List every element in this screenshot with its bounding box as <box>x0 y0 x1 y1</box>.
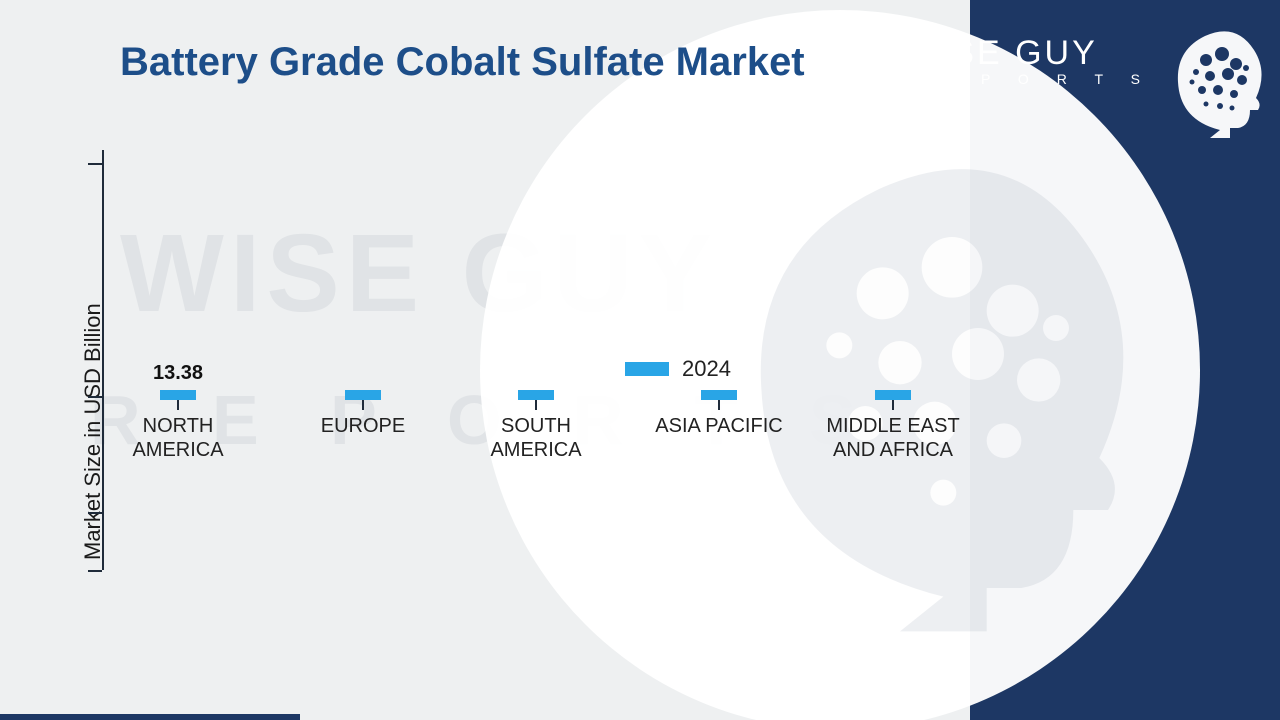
bottom-accent-strip <box>0 714 300 720</box>
bar <box>875 390 911 400</box>
chart-title: Battery Grade Cobalt Sulfate Market <box>120 40 805 85</box>
x-axis-tick <box>892 400 894 410</box>
bar <box>701 390 737 400</box>
bar <box>160 390 196 400</box>
legend-swatch <box>625 362 669 376</box>
y-axis-tick <box>88 570 102 572</box>
bar-value-label: 13.38 <box>128 362 228 385</box>
category-label: SOUTH AMERICA <box>466 414 606 462</box>
x-axis-tick <box>362 400 364 410</box>
category-label: MIDDLE EAST AND AFRICA <box>823 414 963 462</box>
x-axis-tick <box>177 400 179 410</box>
brand-head-icon <box>1150 20 1270 140</box>
category-label: NORTH AMERICA <box>108 414 248 462</box>
y-axis-tick <box>88 163 102 165</box>
brand-logo-line1: WISE GUY <box>904 34 1152 73</box>
brand-logo-text: WISE GUY R E P O R T S <box>904 34 1152 87</box>
category-label: EUROPE <box>293 414 433 438</box>
y-axis-line <box>102 150 104 570</box>
brand-logo-line2: R E P O R T S <box>904 71 1152 87</box>
x-axis-tick <box>535 400 537 410</box>
x-axis-tick <box>718 400 720 410</box>
y-axis-tick <box>88 396 102 398</box>
chart-canvas: WISE GUY R E P O R T S WISE GUY R <box>0 0 1280 720</box>
bar <box>518 390 554 400</box>
category-label: ASIA PACIFIC <box>649 414 789 438</box>
bar <box>345 390 381 400</box>
legend-label: 2024 <box>682 356 731 382</box>
y-axis-tick <box>88 512 102 514</box>
